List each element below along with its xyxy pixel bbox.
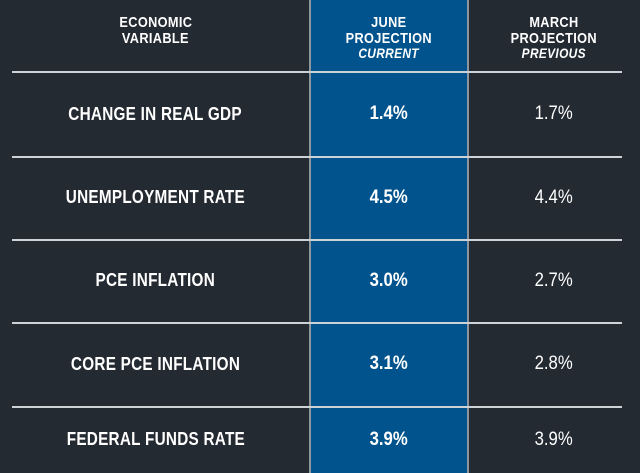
previous-value-cell: 4.4% <box>467 156 640 239</box>
header-march-line2: PROJECTION <box>510 29 597 47</box>
column-divider-right <box>467 0 469 473</box>
current-value-cell: 3.1% <box>311 322 467 406</box>
header-march-line1: MARCH <box>528 14 579 31</box>
previous-value-cell: 3.9% <box>467 406 640 473</box>
header-variable-line2: VARIABLE <box>122 29 189 47</box>
previous-value-cell: 2.8% <box>467 322 640 406</box>
row-separator <box>12 156 622 158</box>
table-row: UNEMPLOYMENT RATE 4.5% 4.4% <box>0 156 640 239</box>
highlight-column <box>311 0 467 473</box>
row-label: CHANGE IN REAL GDP <box>68 103 243 124</box>
row-separator <box>12 322 622 324</box>
column-divider-left <box>309 0 311 473</box>
row-separator <box>12 71 622 73</box>
row-label-cell: CHANGE IN REAL GDP <box>0 72 311 156</box>
header-june-line2: PROJECTION <box>345 29 433 47</box>
current-value: 1.4% <box>369 103 409 124</box>
current-value: 3.0% <box>369 269 409 291</box>
row-label-cell: CORE PCE INFLATION <box>0 322 311 406</box>
row-label: CORE PCE INFLATION <box>70 353 241 374</box>
current-value: 4.5% <box>369 186 409 208</box>
current-value-cell: 3.0% <box>311 239 467 322</box>
row-label: UNEMPLOYMENT RATE <box>65 187 246 207</box>
current-value-cell: 1.4% <box>311 72 467 156</box>
row-separator <box>12 239 622 241</box>
header-june-projection: JUNE PROJECTION CURRENT <box>311 0 467 72</box>
header-economic-variable: ECONOMIC VARIABLE <box>0 0 311 72</box>
previous-value-cell: 2.7% <box>467 239 640 322</box>
previous-value: 2.8% <box>534 353 573 374</box>
row-label-cell: FEDERAL FUNDS RATE <box>0 406 311 473</box>
header-variable-line1: ECONOMIC <box>119 14 192 31</box>
header-march-tag: PREVIOUS <box>521 45 586 61</box>
previous-value: 2.7% <box>534 269 573 291</box>
row-label: PCE INFLATION <box>95 270 216 290</box>
row-label: FEDERAL FUNDS RATE <box>66 429 245 449</box>
table-row: CORE PCE INFLATION 3.1% 2.8% <box>0 322 640 406</box>
table-row: PCE INFLATION 3.0% 2.7% <box>0 239 640 322</box>
current-value: 3.9% <box>369 428 409 450</box>
table-row: CHANGE IN REAL GDP 1.4% 1.7% <box>0 72 640 156</box>
header-june-tag: CURRENT <box>358 45 420 61</box>
table-row: FEDERAL FUNDS RATE 3.9% 3.9% <box>0 406 640 473</box>
current-value-cell: 4.5% <box>311 156 467 239</box>
row-label-cell: PCE INFLATION <box>0 239 311 322</box>
header-june-line1: JUNE <box>371 14 407 31</box>
table-header-row: ECONOMIC VARIABLE JUNE PROJECTION CURREN… <box>0 0 640 72</box>
header-march-projection: MARCH PROJECTION PREVIOUS <box>467 0 640 72</box>
row-label-cell: UNEMPLOYMENT RATE <box>0 156 311 239</box>
previous-value: 1.7% <box>534 103 573 124</box>
current-value: 3.1% <box>369 353 409 374</box>
previous-value: 4.4% <box>534 186 573 208</box>
row-separator <box>12 406 622 408</box>
current-value-cell: 3.9% <box>311 406 467 473</box>
previous-value: 3.9% <box>534 428 573 450</box>
previous-value-cell: 1.7% <box>467 72 640 156</box>
